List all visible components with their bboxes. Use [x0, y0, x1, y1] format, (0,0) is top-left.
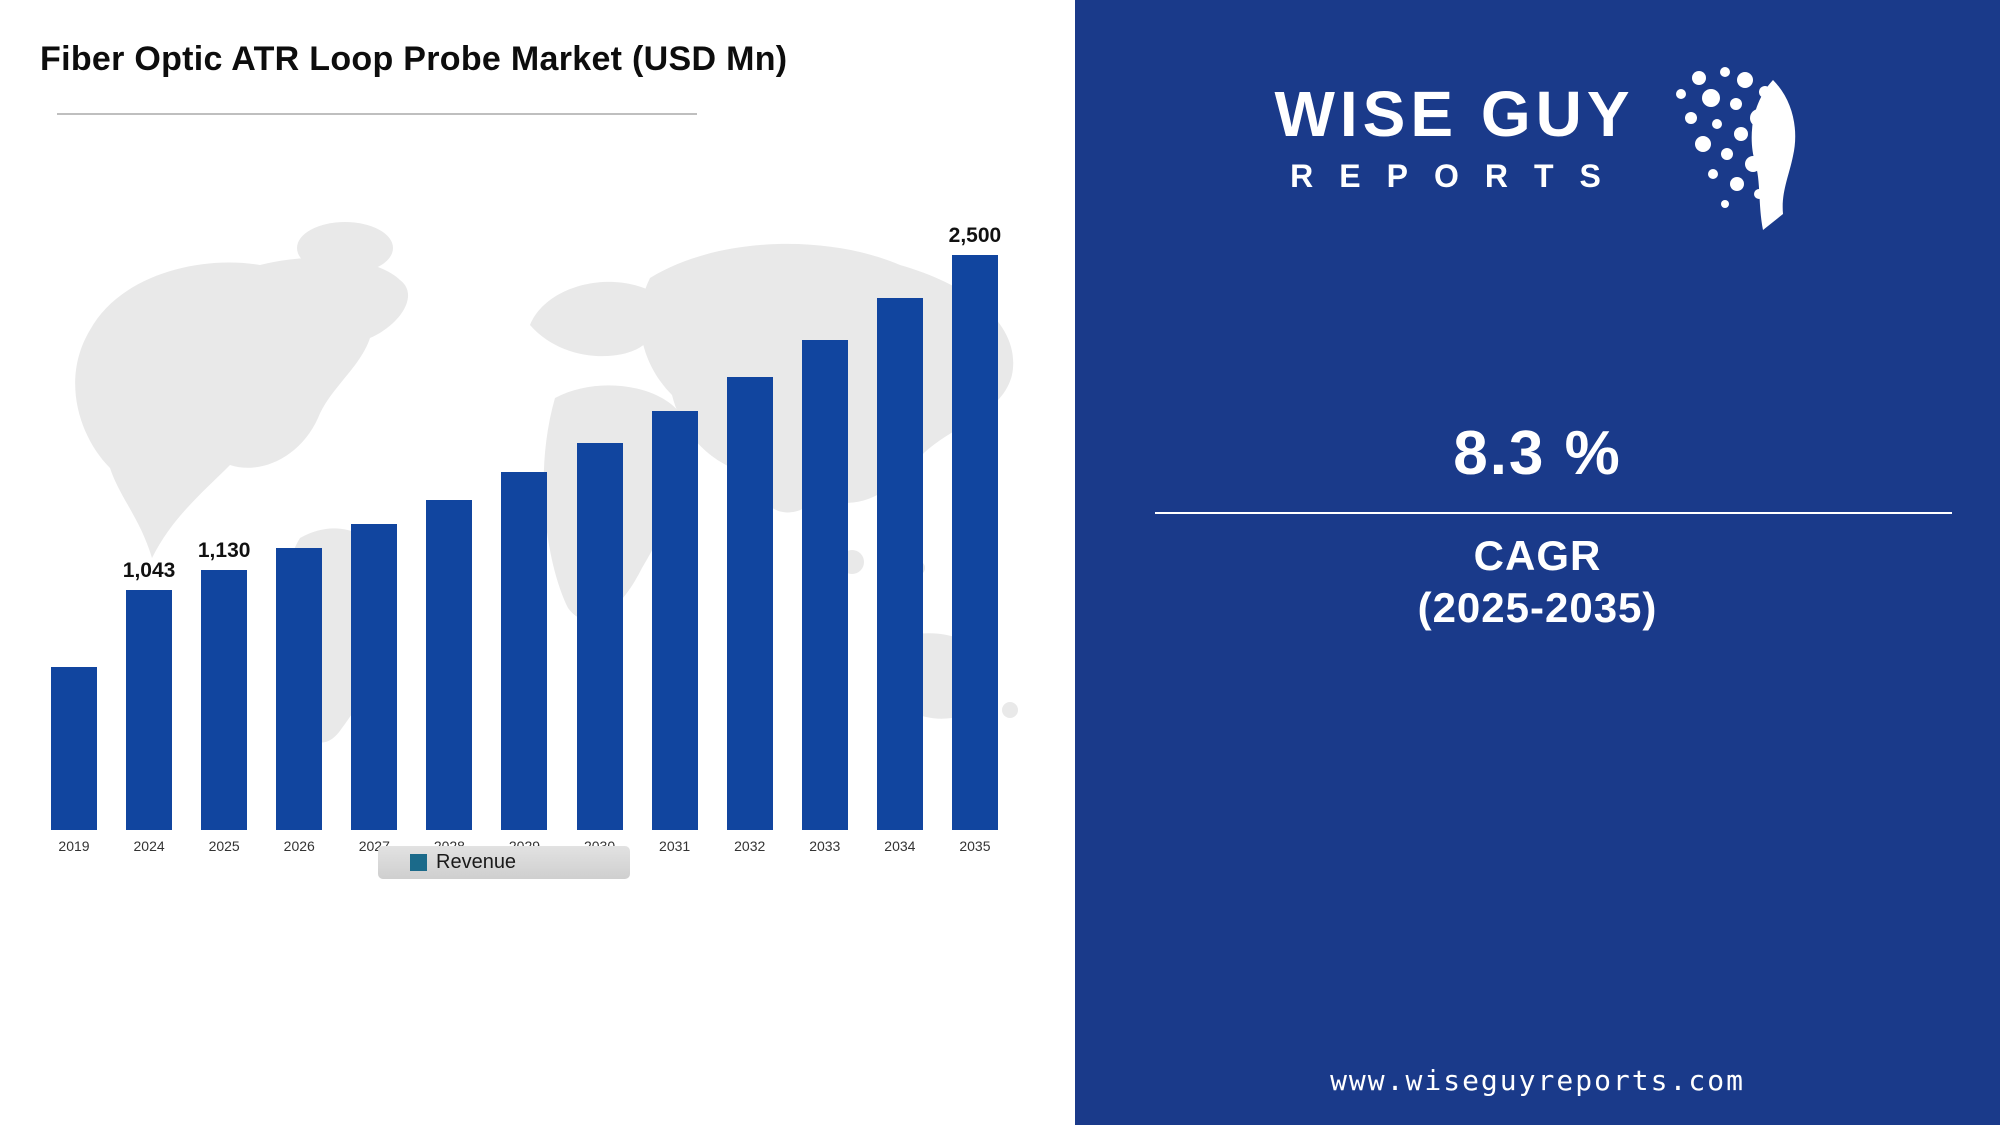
bar-column: 1,130 2025 — [192, 539, 256, 854]
x-axis-tick: 2033 — [809, 838, 841, 854]
revenue-bar — [951, 255, 998, 830]
revenue-bar — [201, 570, 248, 830]
legend-swatch — [410, 854, 427, 871]
bar-column: 2,500 2035 — [943, 224, 1007, 854]
revenue-bar — [726, 377, 773, 830]
bar-chart: 20191,04320241,1302025202620272028202920… — [42, 212, 1007, 854]
bar-value-label: 1,043 — [122, 559, 176, 582]
bar-value-label: 1,130 — [197, 539, 251, 562]
bar-column: 2029 — [492, 465, 556, 854]
brand-name-line1: WISE GUY — [1274, 78, 1635, 150]
bar-column: 2033 — [793, 333, 857, 854]
title-divider — [57, 113, 697, 115]
bar-column: 2031 — [643, 404, 707, 854]
revenue-bar — [351, 524, 398, 830]
cagr-label: CAGR — [1473, 532, 1602, 579]
brand-name-line2: REPORTS — [1290, 158, 1627, 194]
bar-column: 2019 — [42, 660, 106, 854]
x-axis-tick: 2031 — [659, 838, 691, 854]
chart-title: Fiber Optic ATR Loop Probe Market (USD M… — [40, 40, 788, 78]
bar-column: 2032 — [718, 370, 782, 854]
chart-area: Fiber Optic ATR Loop Probe Market (USD M… — [40, 40, 1018, 879]
x-axis-tick: 2034 — [884, 838, 916, 854]
revenue-bar — [876, 298, 923, 830]
bar-column: 2026 — [267, 541, 331, 854]
revenue-bar — [276, 548, 323, 830]
x-axis-tick: 2032 — [734, 838, 766, 854]
revenue-bar — [501, 472, 548, 830]
revenue-bar — [576, 443, 623, 830]
revenue-bar — [126, 590, 173, 830]
cagr-period: (2025-2035) — [1417, 584, 1658, 631]
brand-head-icon — [1675, 67, 1795, 230]
sidebar-panel: WISE GUY REPORTS 8.3 % CAGR (2025-2035) — [1075, 0, 2000, 1125]
x-axis-tick: 2019 — [58, 838, 90, 854]
cagr-divider — [1155, 512, 1952, 514]
bar-column: 2030 — [568, 436, 632, 854]
x-axis-tick: 2024 — [133, 838, 165, 854]
bar-column: 2027 — [342, 517, 406, 854]
revenue-bar — [426, 500, 473, 830]
cagr-value: 8.3 % — [1453, 419, 1622, 488]
revenue-bar — [51, 667, 97, 830]
website-link[interactable]: www.wiseguyreports.com — [1075, 1064, 2000, 1097]
brand-logo: WISE GUY REPORTS — [1075, 62, 2000, 242]
bar-value-label: 2,500 — [948, 224, 1002, 247]
bar-column: 2028 — [417, 493, 481, 854]
bar-column: 1,043 2024 — [117, 559, 181, 854]
x-axis-tick: 2035 — [959, 838, 991, 854]
website-url[interactable]: www.wiseguyreports.com — [1330, 1064, 1745, 1097]
chart-legend: Revenue — [378, 846, 630, 879]
brand-logo-text: WISE GUY REPORTS — [1274, 82, 1634, 195]
revenue-bar — [801, 340, 848, 830]
x-axis-tick: 2026 — [283, 838, 315, 854]
legend-label: Revenue — [436, 851, 517, 873]
revenue-bar — [651, 411, 698, 830]
x-axis-tick: 2025 — [208, 838, 240, 854]
bar-column: 2034 — [868, 291, 932, 854]
